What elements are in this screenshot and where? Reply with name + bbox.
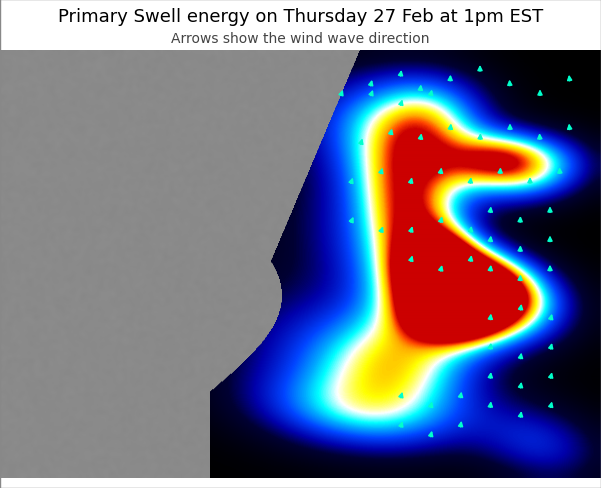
Text: Arrows show the wind wave direction: Arrows show the wind wave direction [171, 32, 430, 46]
Text: Primary Swell energy on Thursday 27 Feb at 1pm EST: Primary Swell energy on Thursday 27 Feb … [58, 8, 543, 26]
